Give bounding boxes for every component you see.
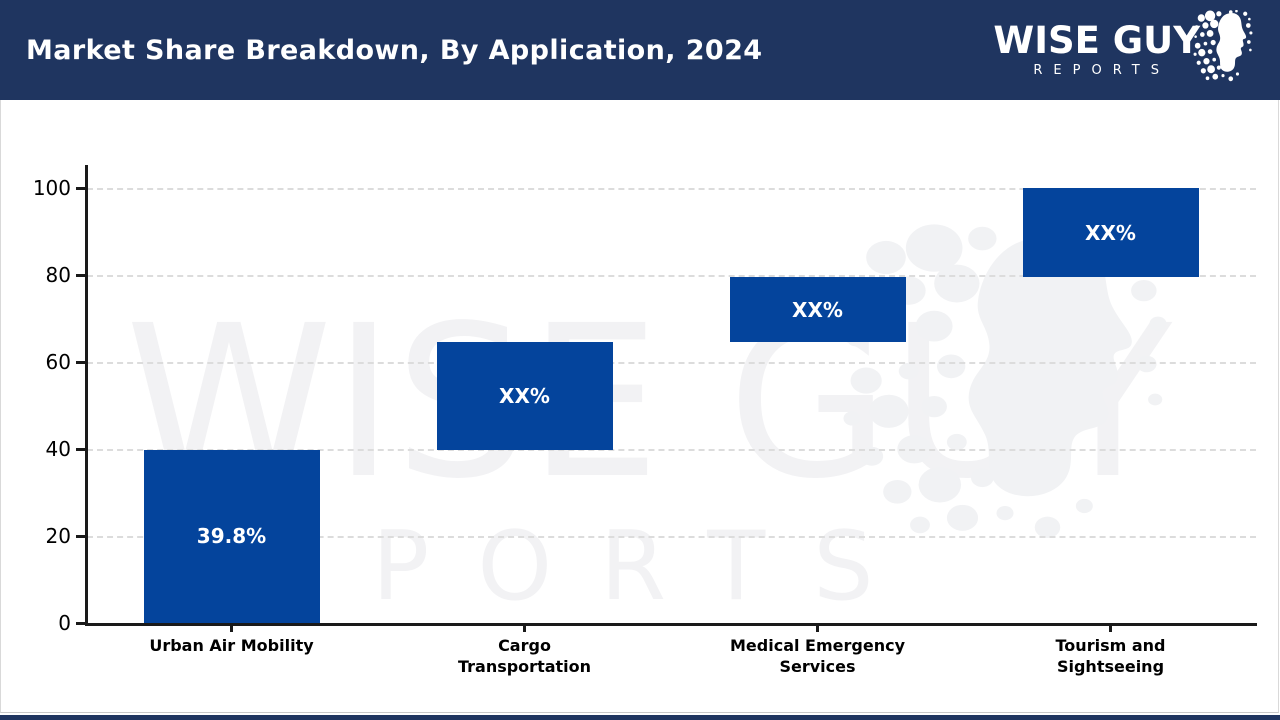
y-tick-mark-0 bbox=[76, 622, 85, 625]
gridline-60 bbox=[87, 362, 1256, 365]
bar-value-label-3: XX% bbox=[1085, 220, 1136, 245]
category-label-line: Cargo bbox=[498, 636, 551, 655]
bar-1 bbox=[436, 342, 613, 450]
x-tick-mark-3 bbox=[1109, 623, 1112, 632]
y-tick-label-40: 40 bbox=[45, 437, 71, 462]
page-title: Market Share Breakdown, By Application, … bbox=[26, 34, 763, 66]
logo-wordmark: WISE GUY bbox=[993, 19, 1200, 62]
gridline-40 bbox=[87, 449, 1256, 452]
logo-text: WISE GUY REPORTS bbox=[993, 22, 1200, 78]
x-axis-line bbox=[85, 623, 1257, 626]
x-tick-mark-0 bbox=[230, 623, 233, 632]
y-tick-mark-60 bbox=[76, 361, 85, 365]
y-tick-label-80: 80 bbox=[45, 263, 71, 288]
y-axis-spine bbox=[85, 165, 88, 623]
y-tick-label-60: 60 bbox=[45, 350, 71, 375]
category-label-line: Tourism and bbox=[1055, 636, 1166, 655]
category-label-1: Cargo Transportation bbox=[375, 635, 675, 677]
header-bar: Market Share Breakdown, By Application, … bbox=[0, 0, 1280, 100]
footer-strip bbox=[0, 715, 1280, 720]
y-tick-label-20: 20 bbox=[45, 524, 71, 548]
gridline-100 bbox=[87, 188, 1256, 191]
y-tick-mark-40 bbox=[76, 448, 85, 452]
gridline-80 bbox=[87, 275, 1256, 278]
category-label-line: Services bbox=[779, 657, 856, 676]
category-label-3: Tourism and Sightseeing bbox=[961, 635, 1261, 677]
bar-2 bbox=[729, 277, 906, 342]
y-tick-mark-80 bbox=[76, 274, 85, 278]
category-label-line: Urban Air Mobility bbox=[149, 636, 314, 655]
y-tick-label-0: 0 bbox=[58, 611, 71, 635]
y-tick-mark-20 bbox=[76, 535, 85, 538]
category-label-2: Medical Emergency Services bbox=[668, 635, 968, 677]
logo-subtitle: REPORTS bbox=[1033, 63, 1170, 78]
x-tick-mark-1 bbox=[523, 623, 526, 632]
logo-face-icon bbox=[1193, 10, 1253, 82]
category-label-line: Transportation bbox=[457, 657, 592, 676]
category-label-line: Sightseeing bbox=[1056, 657, 1165, 676]
x-tick-mark-2 bbox=[816, 623, 819, 632]
bar-3 bbox=[1022, 188, 1199, 278]
bar-0 bbox=[143, 449, 320, 623]
wise-guy-reports-logo: WISE GUY REPORTS bbox=[993, 10, 1254, 90]
bar-value-label-0: 39.8% bbox=[196, 524, 267, 549]
category-label-0: Urban Air Mobility bbox=[82, 635, 382, 656]
y-tick-label-100: 100 bbox=[32, 176, 71, 201]
bar-value-label-2: XX% bbox=[792, 297, 843, 322]
gridline-20 bbox=[87, 536, 1256, 538]
y-tick-mark-100 bbox=[76, 187, 85, 191]
bar-value-label-1: XX% bbox=[499, 383, 550, 408]
chart-plot-area: 0 20 40 60 80 100 39.8% Urban Air Mobility XX% Ca… bbox=[33, 165, 1257, 676]
category-label-line: Medical Emergency bbox=[730, 636, 905, 655]
